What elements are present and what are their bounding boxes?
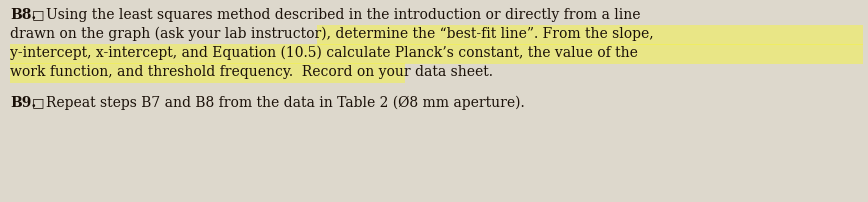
Bar — [317, 26, 863, 46]
Bar — [10, 64, 405, 84]
Text: B9.: B9. — [10, 96, 36, 109]
Text: B8.: B8. — [10, 8, 36, 22]
Text: drawn on the graph (ask your lab instructor), determine the “best-fit line”. Fro: drawn on the graph (ask your lab instruc… — [10, 27, 654, 41]
Text: Repeat steps B7 and B8 from the data in Table 2 (Ø8 mm aperture).: Repeat steps B7 and B8 from the data in … — [46, 96, 525, 110]
Text: y-intercept, x-intercept, and Equation (10.5) calculate Planck’s constant, the v: y-intercept, x-intercept, and Equation (… — [10, 46, 638, 60]
Text: □: □ — [32, 96, 44, 108]
Text: Using the least squares method described in the introduction or directly from a : Using the least squares method described… — [46, 8, 641, 22]
Text: work function, and threshold frequency.  Record on your data sheet.: work function, and threshold frequency. … — [10, 65, 493, 79]
Text: □: □ — [32, 8, 44, 21]
Bar — [10, 45, 863, 65]
